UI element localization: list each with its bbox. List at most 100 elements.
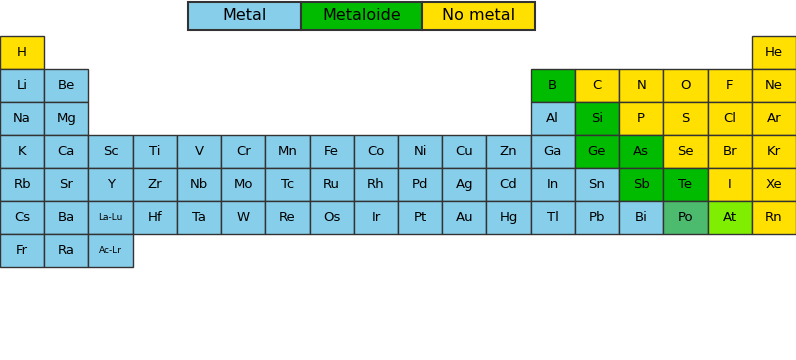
- Text: Na: Na: [14, 112, 31, 125]
- Text: Be: Be: [57, 79, 75, 92]
- Text: Xe: Xe: [766, 178, 782, 191]
- Text: Ir: Ir: [371, 211, 380, 224]
- Text: Te: Te: [678, 178, 693, 191]
- FancyBboxPatch shape: [663, 168, 708, 201]
- Text: Cl: Cl: [724, 112, 736, 125]
- Text: Ge: Ge: [587, 145, 607, 158]
- FancyBboxPatch shape: [0, 135, 45, 168]
- Text: Mg: Mg: [57, 112, 76, 125]
- Text: No metal: No metal: [442, 8, 515, 23]
- FancyBboxPatch shape: [708, 168, 751, 201]
- FancyBboxPatch shape: [177, 168, 221, 201]
- Text: V: V: [194, 145, 204, 158]
- Text: Zr: Zr: [147, 178, 162, 191]
- FancyBboxPatch shape: [310, 135, 353, 168]
- FancyBboxPatch shape: [531, 201, 575, 234]
- Text: Tl: Tl: [547, 211, 559, 224]
- Text: Au: Au: [455, 211, 473, 224]
- Text: Al: Al: [546, 112, 560, 125]
- Text: Os: Os: [323, 211, 341, 224]
- Text: Li: Li: [17, 79, 28, 92]
- FancyBboxPatch shape: [708, 69, 751, 102]
- FancyBboxPatch shape: [486, 168, 531, 201]
- FancyBboxPatch shape: [443, 201, 486, 234]
- Text: Bi: Bi: [634, 211, 648, 224]
- Text: Ac-Lr: Ac-Lr: [99, 246, 122, 255]
- Text: Cd: Cd: [500, 178, 517, 191]
- Text: Kr: Kr: [767, 145, 781, 158]
- FancyBboxPatch shape: [0, 168, 45, 201]
- Text: As: As: [634, 145, 650, 158]
- Text: Ar: Ar: [767, 112, 781, 125]
- FancyBboxPatch shape: [708, 135, 751, 168]
- FancyBboxPatch shape: [398, 135, 443, 168]
- FancyBboxPatch shape: [531, 69, 575, 102]
- FancyBboxPatch shape: [133, 135, 177, 168]
- Text: Sr: Sr: [60, 178, 73, 191]
- FancyBboxPatch shape: [663, 135, 708, 168]
- FancyBboxPatch shape: [88, 168, 133, 201]
- FancyBboxPatch shape: [88, 135, 133, 168]
- Text: Zn: Zn: [500, 145, 517, 158]
- FancyBboxPatch shape: [486, 201, 531, 234]
- FancyBboxPatch shape: [221, 201, 265, 234]
- FancyBboxPatch shape: [531, 168, 575, 201]
- FancyBboxPatch shape: [265, 201, 310, 234]
- FancyBboxPatch shape: [423, 2, 535, 30]
- FancyBboxPatch shape: [751, 135, 796, 168]
- FancyBboxPatch shape: [443, 135, 486, 168]
- FancyBboxPatch shape: [133, 201, 177, 234]
- FancyBboxPatch shape: [310, 168, 353, 201]
- FancyBboxPatch shape: [751, 69, 796, 102]
- Text: Re: Re: [279, 211, 296, 224]
- Text: Rh: Rh: [367, 178, 384, 191]
- Text: In: In: [547, 178, 559, 191]
- Text: Pt: Pt: [413, 211, 427, 224]
- Text: I: I: [728, 178, 732, 191]
- Text: Metaloide: Metaloide: [322, 8, 401, 23]
- Text: Ra: Ra: [58, 244, 75, 257]
- Text: Ca: Ca: [57, 145, 75, 158]
- FancyBboxPatch shape: [265, 135, 310, 168]
- FancyBboxPatch shape: [221, 168, 265, 201]
- FancyBboxPatch shape: [177, 201, 221, 234]
- Text: Ne: Ne: [765, 79, 783, 92]
- Text: Mo: Mo: [233, 178, 253, 191]
- Text: Fe: Fe: [324, 145, 339, 158]
- FancyBboxPatch shape: [45, 201, 88, 234]
- Text: Si: Si: [591, 112, 603, 125]
- Text: Se: Se: [677, 145, 694, 158]
- FancyBboxPatch shape: [265, 168, 310, 201]
- Text: Rb: Rb: [14, 178, 31, 191]
- Text: K: K: [18, 145, 26, 158]
- FancyBboxPatch shape: [619, 102, 663, 135]
- FancyBboxPatch shape: [531, 102, 575, 135]
- FancyBboxPatch shape: [353, 168, 398, 201]
- Text: Sn: Sn: [588, 178, 606, 191]
- FancyBboxPatch shape: [398, 168, 443, 201]
- Text: Po: Po: [677, 211, 693, 224]
- FancyBboxPatch shape: [751, 102, 796, 135]
- FancyBboxPatch shape: [45, 69, 88, 102]
- Text: Ba: Ba: [57, 211, 75, 224]
- Text: Fr: Fr: [16, 244, 28, 257]
- Text: At: At: [723, 211, 737, 224]
- Text: Ni: Ni: [413, 145, 427, 158]
- Text: F: F: [726, 79, 733, 92]
- Text: Y: Y: [107, 178, 115, 191]
- FancyBboxPatch shape: [619, 168, 663, 201]
- Text: Pd: Pd: [412, 178, 428, 191]
- FancyBboxPatch shape: [353, 135, 398, 168]
- FancyBboxPatch shape: [751, 168, 796, 201]
- FancyBboxPatch shape: [188, 2, 301, 30]
- FancyBboxPatch shape: [708, 102, 751, 135]
- Text: Ga: Ga: [544, 145, 562, 158]
- Text: Metal: Metal: [222, 8, 267, 23]
- FancyBboxPatch shape: [663, 69, 708, 102]
- FancyBboxPatch shape: [133, 168, 177, 201]
- FancyBboxPatch shape: [619, 135, 663, 168]
- FancyBboxPatch shape: [301, 2, 423, 30]
- Text: Br: Br: [722, 145, 737, 158]
- Text: Nb: Nb: [190, 178, 208, 191]
- FancyBboxPatch shape: [575, 201, 619, 234]
